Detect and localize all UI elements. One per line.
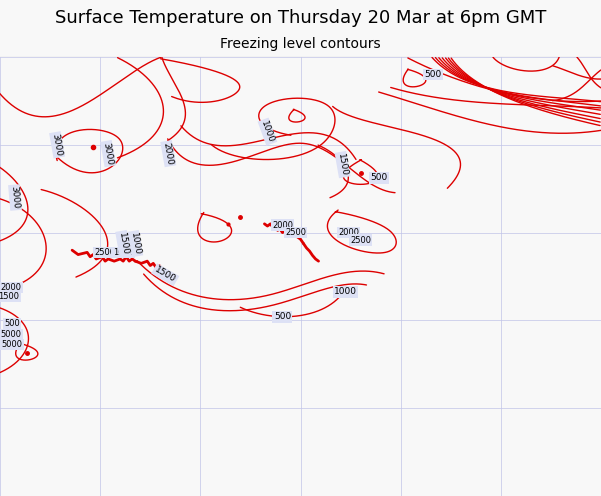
Text: 2000: 2000: [272, 221, 293, 230]
Text: 500: 500: [274, 312, 291, 321]
Text: 1000: 1000: [334, 287, 357, 297]
Text: 2500: 2500: [95, 248, 115, 257]
Text: 1000: 1000: [113, 248, 133, 257]
Text: 2000: 2000: [162, 141, 175, 166]
Text: 3000: 3000: [102, 141, 115, 166]
Text: 3000: 3000: [50, 133, 64, 157]
Text: 500: 500: [4, 319, 20, 328]
Text: 5000: 5000: [1, 330, 21, 339]
Text: 1500: 1500: [0, 292, 19, 301]
Text: 2500: 2500: [285, 228, 306, 237]
Text: 500: 500: [370, 173, 387, 182]
Text: Freezing level contours: Freezing level contours: [220, 38, 381, 52]
Text: Surface Temperature on Thursday 20 Mar at 6pm GMT: Surface Temperature on Thursday 20 Mar a…: [55, 9, 546, 27]
Text: 2000: 2000: [1, 283, 21, 292]
Text: 5000: 5000: [2, 340, 22, 349]
Text: 1000: 1000: [259, 120, 276, 144]
Text: 1000: 1000: [129, 232, 142, 256]
Text: 3000: 3000: [10, 186, 20, 209]
Text: 1500: 1500: [117, 232, 130, 256]
Text: 1500: 1500: [153, 265, 177, 284]
Text: 2000: 2000: [338, 228, 359, 237]
Text: 2500: 2500: [350, 236, 371, 245]
Text: 1500: 1500: [336, 152, 349, 177]
Text: 500: 500: [424, 70, 441, 79]
